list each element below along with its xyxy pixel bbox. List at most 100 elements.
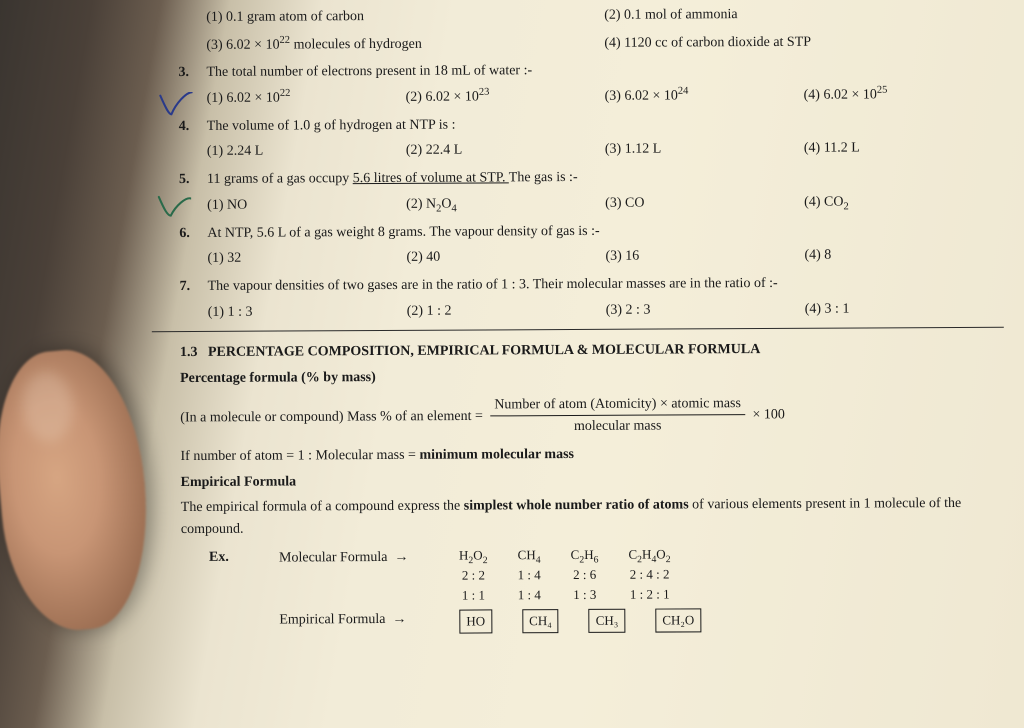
q4-opt2: (2) 22.4 L [406, 139, 605, 162]
q4-opt4: (4) 11.2 L [804, 137, 1003, 160]
t: H [584, 547, 593, 562]
example-empirical-row: Empirical Formula → HO CH₄ CH₃ CH₂O [181, 605, 1005, 635]
arrow-icon: → [394, 548, 408, 564]
q5-options: (1) NO (2) N2O4 (3) CO (4) CO2 [179, 191, 1003, 217]
section-title: PERCENTAGE COMPOSITION, EMPIRICAL FORMUL… [208, 342, 760, 360]
s: 2 [483, 555, 488, 566]
boxed-formula: CH₃ [589, 609, 626, 633]
s: 4 [451, 203, 456, 214]
example-col-4: C2H4O2 2 : 4 : 2 1 : 2 : 1 [628, 544, 670, 605]
q5-opt2: (2) N2O4 [406, 193, 605, 216]
q2-opt3-post: molecules of hydrogen [290, 36, 422, 52]
q6-opt4: (4) 8 [804, 244, 1003, 267]
q2-options-row2: (3) 6.02 × 1022 molecules of hydrogen (4… [178, 30, 1002, 56]
section-number: 1.3 [180, 345, 198, 360]
q6-opt1: (1) 32 [207, 247, 406, 270]
text: The empirical formula of a compound expr… [181, 499, 464, 515]
ratio-2: 1 : 3 [571, 585, 599, 605]
q2-opt1: (1) 0.1 gram atom of carbon [206, 5, 604, 29]
q7-opt3: (3) 2 : 3 [606, 298, 805, 321]
q6: 6. At NTP, 5.6 L of a gas weight 8 grams… [179, 218, 1003, 244]
fraction-numerator: Number of atom (Atomicity) × atomic mass [490, 393, 745, 417]
ratio-1: 2 : 6 [571, 565, 599, 585]
molecular-formula: C2H6 [571, 545, 599, 565]
t: C [628, 546, 637, 561]
molecular-formula: CH4 [517, 545, 540, 565]
q5-number: 5. [179, 169, 190, 191]
mass-percent-formula: (In a molecule or compound) Mass % of an… [180, 391, 1004, 440]
ratio-1: 2 : 4 : 2 [629, 564, 671, 584]
example-col-2: CH₄ [522, 607, 559, 633]
text: If number of atom = 1 : Molecular mass = [180, 448, 419, 464]
example-col-1: HO [459, 608, 492, 634]
text: Molecular Formula [279, 550, 388, 566]
empirical-formula-label: Empirical Formula → [279, 608, 429, 631]
q5-opt1: (1) NO [207, 194, 406, 217]
fraction-denominator: molecular mass [490, 415, 745, 438]
q7-opt2: (2) 1 : 2 [407, 299, 606, 322]
ratio-1: 2 : 2 [459, 565, 488, 585]
ratio-2: 1 : 2 : 1 [629, 585, 671, 605]
q6-text: At NTP, 5.6 L of a gas weight 8 grams. T… [207, 223, 599, 240]
empirical-formula-heading: Empirical Formula [181, 467, 1005, 493]
ratio-1: 1 : 4 [518, 565, 541, 585]
q2-opt4: (4) 1120 cc of carbon dioxide at STP [604, 30, 1002, 54]
text: (2) 6.02 × 10 [406, 90, 479, 105]
text: Empirical Formula [279, 612, 385, 628]
q5-opt4: (4) CO2 [804, 191, 1003, 214]
t: O [473, 547, 482, 562]
example-col-4: CH₂O [655, 606, 701, 632]
example-label: Ex. [209, 546, 249, 568]
example-col-3: CH₃ [589, 607, 626, 633]
q4-text: The volume of 1.0 g of hydrogen at NTP i… [207, 117, 456, 133]
molecular-formula: H2O2 [459, 545, 488, 565]
q7-number: 7. [180, 276, 191, 298]
q3-opt3: (3) 6.02 × 1024 [605, 85, 804, 108]
s: 2 [843, 201, 848, 212]
exp: 25 [877, 85, 888, 96]
bold-text: simplest whole number ratio of atoms [464, 498, 689, 514]
example-col-1: H2O2 2 : 2 1 : 1 [459, 545, 488, 606]
q5-text-b: The gas is :- [509, 170, 578, 185]
section-divider [152, 327, 1004, 332]
pen-tick-icon [157, 195, 191, 219]
boxed-formula: CH₄ [522, 609, 559, 633]
t: (2) N [406, 197, 436, 212]
q3-opt4: (4) 6.02 × 1025 [804, 84, 1003, 107]
q2-options-row1: (1) 0.1 gram atom of carbon (2) 0.1 mol … [178, 3, 1002, 29]
example-molecular-row: Ex. Molecular Formula → H2O2 2 : 2 1 : 1… [181, 542, 1005, 607]
q3-text: The total number of electrons present in… [206, 64, 532, 81]
q2-opt3: (3) 6.02 × 1022 molecules of hydrogen [206, 33, 604, 57]
text: (1) 6.02 × 10 [207, 91, 280, 106]
t: O [656, 546, 665, 561]
q2-opt2: (2) 0.1 mol of ammonia [604, 3, 1002, 27]
percentage-formula-heading: Percentage formula (% by mass) [180, 364, 1004, 390]
example-col-2: CH4 1 : 4 1 : 4 [517, 545, 540, 606]
arrow-icon: → [392, 610, 406, 626]
t: O [441, 196, 451, 211]
min-molecular-mass: If number of atom = 1 : Molecular mass =… [180, 442, 1004, 468]
pen-tick-icon [159, 92, 193, 116]
exp: 22 [280, 88, 291, 99]
exp: 24 [678, 86, 689, 97]
s: 6 [594, 554, 599, 565]
q4: 4. The volume of 1.0 g of hydrogen at NT… [179, 111, 1003, 137]
s: 2 [666, 554, 671, 565]
q5: 5. 11 grams of a gas occupy 5.6 litres o… [179, 165, 1003, 191]
q3: 3. The total number of electrons present… [178, 58, 1002, 84]
fraction: Number of atom (Atomicity) × atomic mass… [490, 393, 745, 439]
q5-text-a: 11 grams of a gas occupy [207, 171, 353, 187]
q7: 7. The vapour densities of two gases are… [180, 272, 1004, 298]
ratio-2: 1 : 4 [518, 585, 541, 605]
example-col-3: C2H6 2 : 6 1 : 3 [571, 545, 599, 606]
q5-opt3: (3) CO [605, 192, 804, 215]
ratio-2: 1 : 1 [459, 585, 488, 605]
t: CH [518, 547, 536, 562]
q3-opt2: (2) 6.02 × 1023 [406, 86, 605, 109]
q6-options: (1) 32 (2) 40 (3) 16 (4) 8 [179, 244, 1003, 270]
q2-opt3-text: (3) 6.02 × 10 [206, 37, 279, 52]
q7-text: The vapour densities of two gases are in… [208, 276, 778, 294]
q2-opt3-exp: 22 [280, 35, 291, 46]
q4-options: (1) 2.24 L (2) 22.4 L (3) 1.12 L (4) 11.… [179, 137, 1003, 163]
molecular-formula-label: Molecular Formula → [279, 546, 429, 569]
